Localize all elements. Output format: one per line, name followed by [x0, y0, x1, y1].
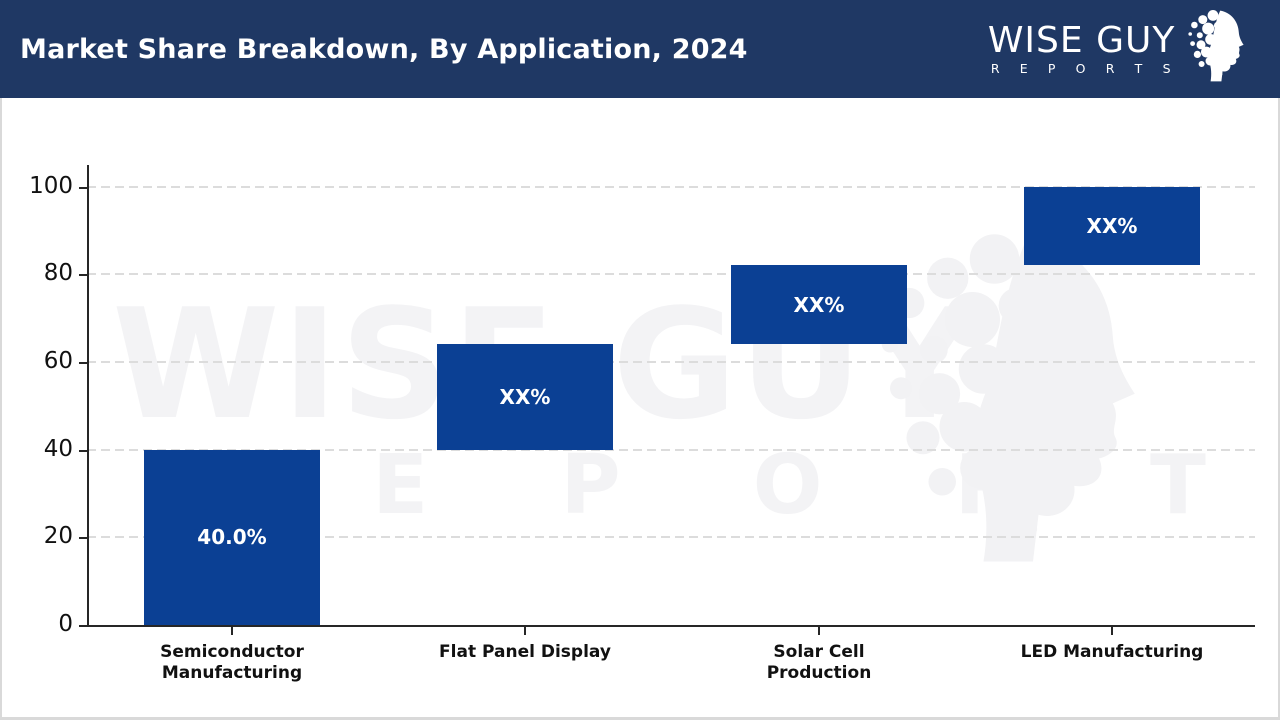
bar-value-label: XX% — [793, 292, 845, 317]
x-tick-4 — [1111, 627, 1113, 635]
x-tick-2 — [524, 627, 526, 635]
x-category-label-4: LED Manufacturing — [1020, 642, 1204, 662]
bar-value-label: XX% — [499, 384, 551, 409]
x-axis-spine — [87, 625, 1255, 627]
gridline-80 — [87, 273, 1255, 276]
brand-name: WISE GUY — [987, 19, 1176, 61]
gridline-20 — [87, 536, 1255, 539]
brand-head-icon — [1188, 10, 1244, 82]
y-tick-40 — [79, 449, 87, 452]
x-tick-3 — [818, 627, 820, 635]
y-tick-20 — [79, 537, 87, 540]
y-tick-100 — [79, 186, 87, 189]
y-tick-label-60: 60 — [43, 347, 73, 374]
gridline-100 — [87, 185, 1255, 188]
x-category-label-3: Solar Cell Production — [766, 642, 872, 684]
y-tick-label-80: 80 — [43, 260, 73, 287]
chart-area: WISE GUY R E P O R T S 40.0%XX%XX%XX%020… — [0, 98, 1280, 720]
y-tick-label-40: 40 — [43, 435, 73, 462]
gridline-60 — [87, 360, 1255, 363]
bar-value-label: 40.0% — [197, 525, 267, 550]
bar-2: XX% — [437, 344, 613, 450]
y-tick-0 — [79, 625, 87, 627]
y-tick-60 — [79, 361, 87, 364]
y-axis-spine — [87, 165, 89, 627]
x-category-label-2: Flat Panel Display — [439, 642, 611, 662]
bar-value-label: XX% — [1086, 213, 1138, 238]
brand-subname: R E P O R T S — [990, 60, 1180, 76]
chart-title: Market Share Breakdown, By Application, … — [20, 33, 748, 65]
bar-1: 40.0% — [144, 449, 320, 625]
brand-logo: WISE GUY R E P O R T S — [988, 7, 1262, 91]
bar-3: XX% — [731, 265, 907, 345]
y-tick-label-0: 0 — [58, 611, 73, 637]
y-tick-label-20: 20 — [43, 523, 73, 550]
x-tick-1 — [231, 627, 233, 635]
y-tick-label-100: 100 — [29, 172, 73, 199]
x-category-label-1: Semiconductor Manufacturing — [160, 642, 304, 684]
gridline-40 — [87, 448, 1255, 451]
header-bar: Market Share Breakdown, By Application, … — [0, 0, 1280, 98]
y-tick-80 — [79, 274, 87, 277]
bar-4: XX% — [1024, 186, 1200, 266]
brand-logo-text: WISE GUY R E P O R T S — [987, 19, 1180, 76]
